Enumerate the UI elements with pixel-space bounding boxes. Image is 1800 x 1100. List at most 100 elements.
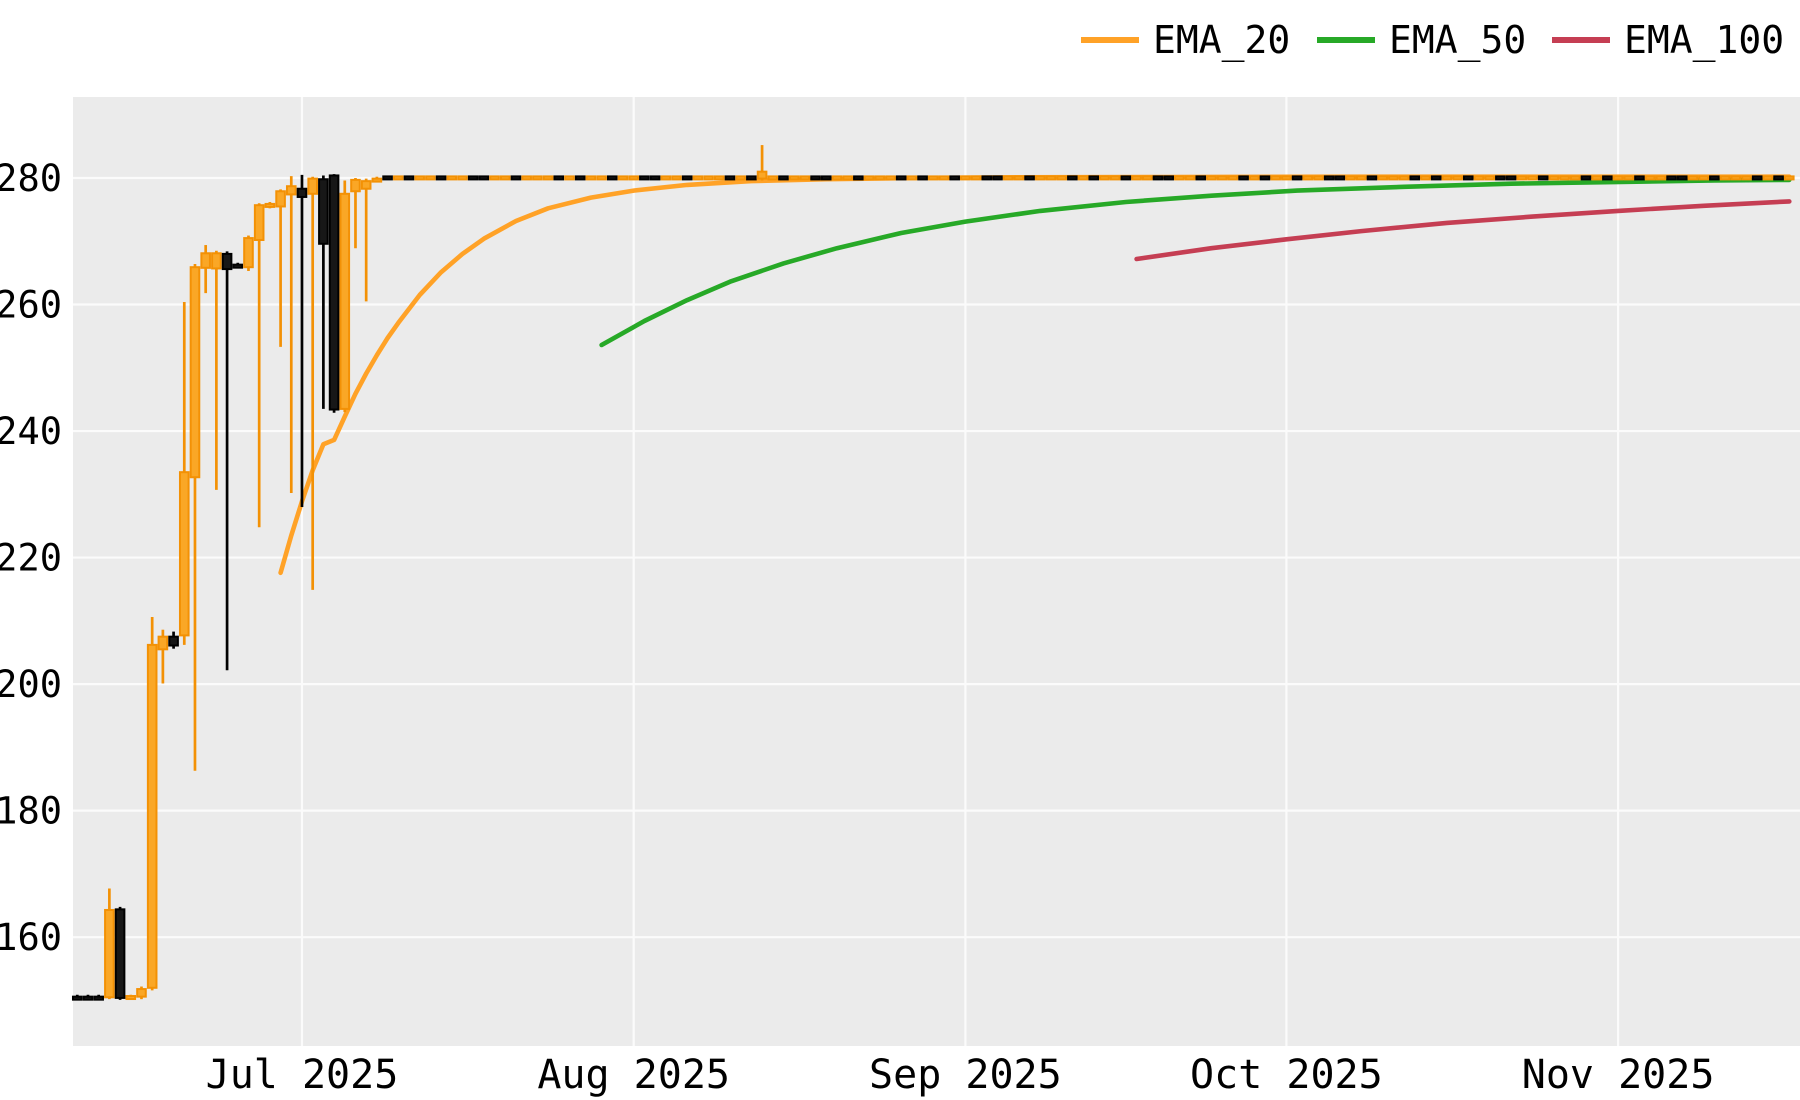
candle-body <box>457 175 468 181</box>
candle-body <box>1024 175 1035 181</box>
candle-body <box>1109 175 1121 181</box>
candle-body <box>1473 175 1485 181</box>
x-axis-labels: Jul 2025 Aug 2025 Sep 2025 Oct 2025 Nov 2025 <box>206 1052 1715 1098</box>
candle-body <box>1666 175 1677 181</box>
candle-body <box>853 175 864 181</box>
candle-body <box>1537 175 1549 181</box>
candle-body <box>93 995 104 1001</box>
candle-body <box>446 175 458 181</box>
candle-body <box>639 175 650 181</box>
candle-body <box>564 175 575 181</box>
candle-body <box>949 175 960 181</box>
candle-body <box>692 175 704 181</box>
candle-body <box>1281 175 1292 181</box>
candle-body <box>339 192 351 410</box>
candle-body <box>232 263 244 269</box>
candle-body <box>157 635 169 651</box>
y-tick-label: 180 <box>0 790 62 833</box>
candle-body <box>104 908 115 999</box>
candle-body <box>649 175 661 181</box>
candle-body <box>628 175 639 181</box>
candle-body <box>1441 175 1453 181</box>
candle-body <box>478 175 490 181</box>
candle-body <box>1099 175 1110 181</box>
candle-body <box>168 635 179 647</box>
candle-body <box>318 178 329 245</box>
candle-body <box>1709 175 1720 181</box>
candle-body <box>264 202 276 208</box>
candle-body <box>1120 175 1132 181</box>
candle-body <box>307 177 318 195</box>
candle-body <box>1751 175 1763 181</box>
candle-body <box>906 175 918 181</box>
y-tick-label: 200 <box>0 663 62 706</box>
candle-body <box>1013 175 1025 181</box>
candle-body <box>1388 175 1399 181</box>
candle-body <box>275 190 286 208</box>
candle-body <box>1270 175 1281 181</box>
candle-body <box>756 170 768 180</box>
candle-body <box>1334 175 1346 181</box>
candle-body <box>788 175 800 181</box>
candle-body <box>778 175 789 181</box>
candle-body <box>510 175 522 181</box>
candle-body <box>885 175 896 181</box>
candle-body <box>895 175 907 181</box>
candle-body <box>1227 175 1239 181</box>
candle-body <box>596 175 607 181</box>
candle-body <box>1783 175 1795 181</box>
plot-background <box>73 97 1800 1046</box>
candle-body <box>253 204 265 241</box>
y-tick-label: 240 <box>0 410 62 453</box>
candle-body <box>1174 175 1185 181</box>
candle-body <box>403 175 415 181</box>
candle-body <box>1741 175 1752 181</box>
candle-body <box>1612 175 1624 181</box>
candle-body <box>1077 175 1089 181</box>
y-tick-label: 160 <box>0 916 62 959</box>
ema-line-ema-50 <box>599 177 1792 348</box>
candle-body <box>360 180 372 190</box>
candle-body <box>927 175 939 181</box>
candle-body <box>1313 175 1324 181</box>
candle-body <box>136 988 147 998</box>
candle-body <box>1056 175 1067 181</box>
candle-body <box>296 187 308 198</box>
candle-body <box>617 175 629 181</box>
candle-body <box>1591 175 1602 181</box>
legend-label-ema-50: EMA_50 <box>1389 18 1526 63</box>
candle-body <box>1409 175 1421 181</box>
candle-body <box>1602 175 1613 181</box>
candle-body <box>71 995 83 1001</box>
candle-body <box>585 175 597 181</box>
candle-body <box>1131 175 1142 181</box>
candle-body <box>178 471 190 637</box>
x-tick-label: Nov 2025 <box>1522 1052 1715 1098</box>
candle-body <box>146 643 158 989</box>
legend-label-ema-20: EMA_20 <box>1153 18 1290 63</box>
candle-body <box>285 185 297 196</box>
y-tick-label: 220 <box>0 537 62 580</box>
candle-body <box>606 175 618 181</box>
candle-body <box>1548 175 1560 181</box>
candle-body <box>328 174 340 411</box>
candle-body <box>435 175 447 181</box>
candle-body <box>1580 175 1592 181</box>
candle-body <box>467 175 479 181</box>
legend-item-ema-20: EMA_20 <box>1081 18 1290 63</box>
candle-body <box>1505 175 1517 181</box>
candle-body <box>392 175 404 181</box>
candle-body <box>1634 175 1645 181</box>
candle-body <box>382 175 393 181</box>
candle-body <box>703 175 714 181</box>
x-tick-label: Aug 2025 <box>537 1052 730 1098</box>
candle-body <box>1238 175 1249 181</box>
candle-body <box>960 175 971 181</box>
candle-body <box>1259 175 1271 181</box>
candle-body <box>1141 175 1153 181</box>
candle-body <box>1377 175 1388 181</box>
candle-body <box>114 908 126 999</box>
candle-body <box>1687 175 1699 181</box>
candle-body <box>1184 175 1196 181</box>
